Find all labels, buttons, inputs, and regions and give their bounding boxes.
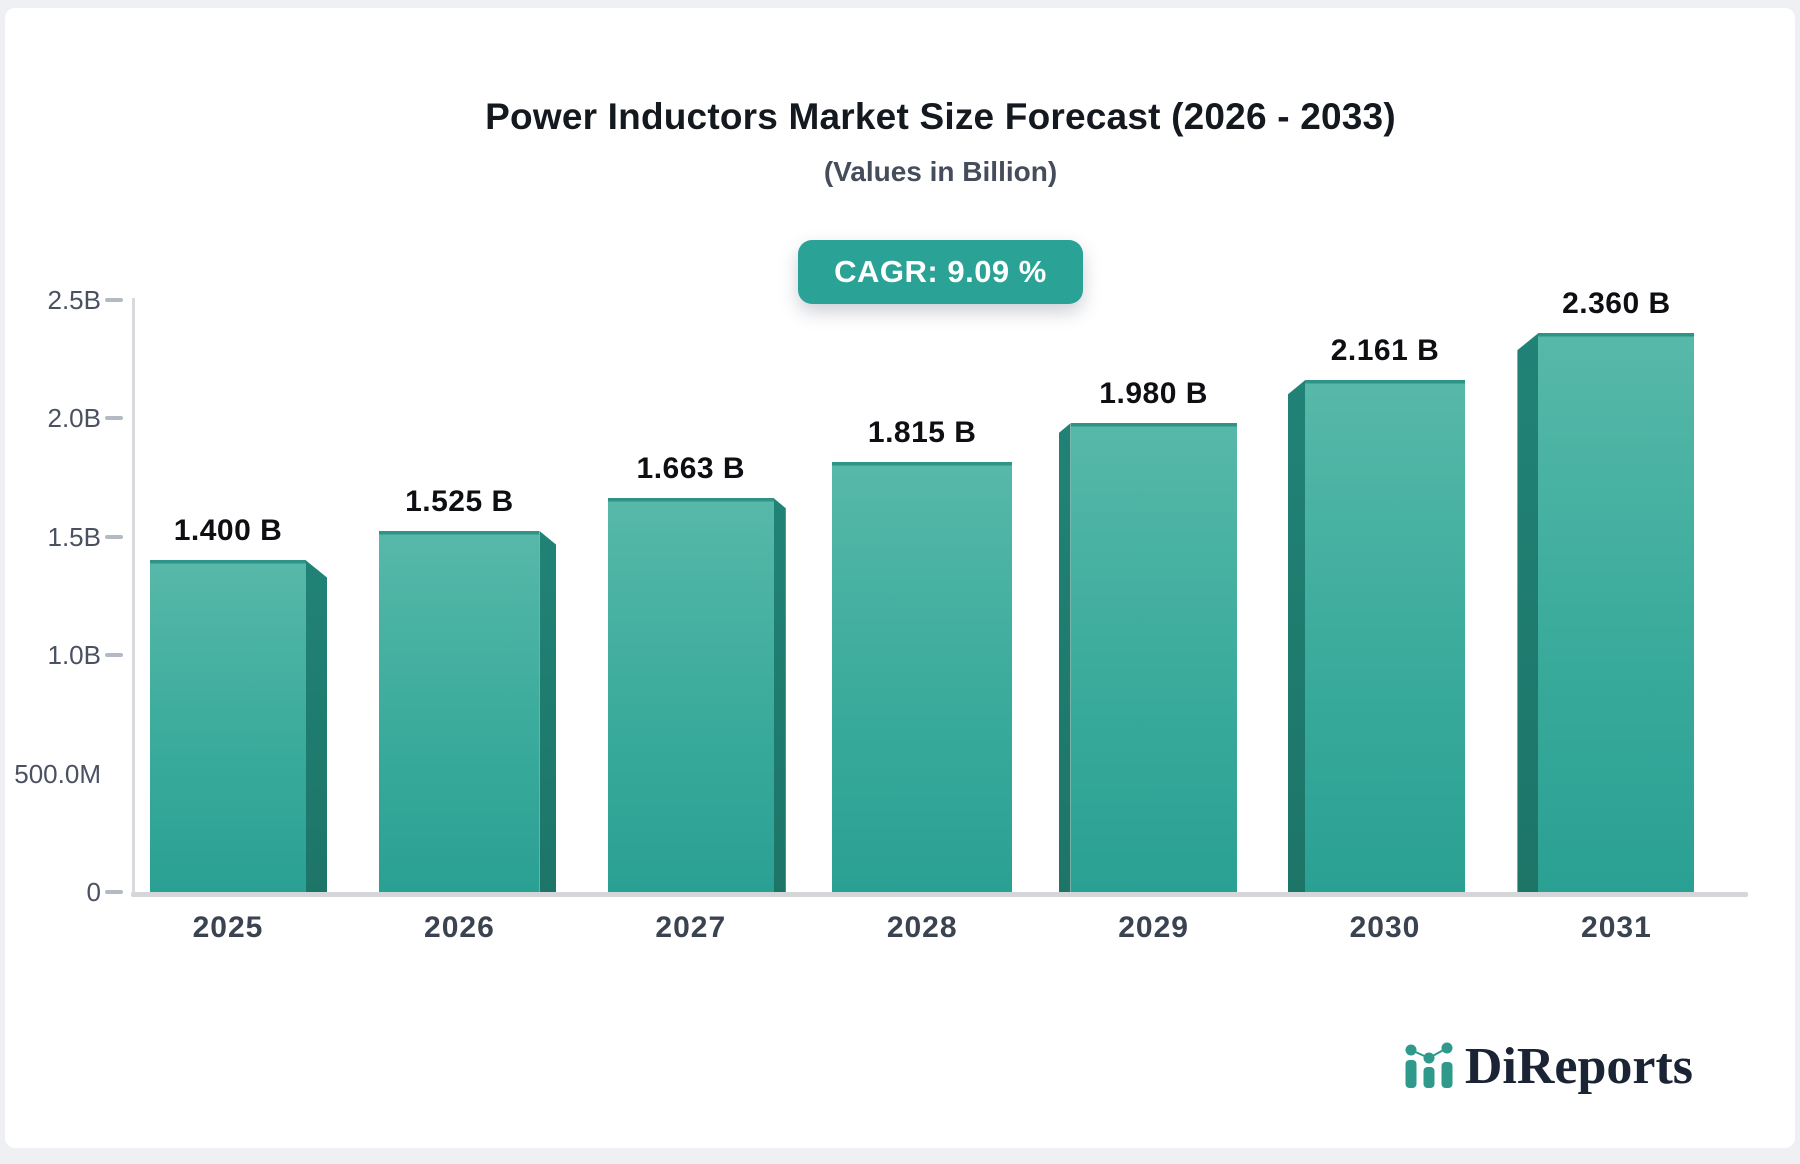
x-axis-label-2030: 2030 <box>1349 911 1421 944</box>
chart-header: Power Inductors Market Size Forecast (20… <box>133 8 1748 304</box>
bar-chart: 0 500.0M 1.0B 1.5B 2.0B 2.5B 1.400 B 2025 1.525 … <box>5 8 1800 1164</box>
chart-subtitle: (Values in Billion) <box>823 156 1058 187</box>
bar-value-label: 1.525 B <box>405 484 514 518</box>
x-axis-label-2026: 2026 <box>424 911 495 944</box>
bar-3d-side-2025 <box>306 560 327 892</box>
x-axis-baseline <box>131 892 1748 897</box>
bar-2030 <box>1305 380 1465 892</box>
bar-2028 <box>832 462 1013 892</box>
y-axis-tick-label: 1.5B <box>47 521 102 552</box>
x-axis-label-2028: 2028 <box>886 911 958 944</box>
y-axis-tick-mark <box>105 416 123 421</box>
y-axis-tick-label: 2.0B <box>47 403 102 434</box>
bar-value-label: 1.663 B <box>636 452 746 486</box>
logo-text: DiReports <box>1464 1038 1693 1095</box>
y-axis-tick-mark <box>105 298 123 302</box>
mini-bar-chart-icon <box>1403 1036 1459 1093</box>
bar-3d-side-2030 <box>1288 380 1305 892</box>
y-axis-tick-mark <box>105 653 123 658</box>
x-axis-label-2029: 2029 <box>1118 911 1189 944</box>
y-axis-tick-mark <box>105 534 123 539</box>
bar-value-label: 2.360 B <box>1562 287 1671 321</box>
y-axis-tick-label: 1.0B <box>47 640 102 671</box>
bar-2031 <box>1538 333 1695 892</box>
bar-value-label: 1.400 B <box>173 514 283 548</box>
cagr-badge: CAGR: 9.09 % <box>798 240 1083 304</box>
bar-2025 <box>150 560 306 892</box>
bar-value-label: 1.980 B <box>1099 377 1208 411</box>
x-axis-label-2025: 2025 <box>192 911 264 944</box>
y-axis-tick-label: 500.0M <box>14 758 101 789</box>
bar-2029 <box>1070 423 1237 892</box>
y-axis-tick-mark <box>105 890 123 894</box>
chart-title: Power Inductors Market Size Forecast (20… <box>485 96 1396 137</box>
chart-card: Power Inductors Market Size Forecast (20… <box>5 8 1795 1148</box>
bar-3d-side-2026 <box>539 530 557 892</box>
bar-value-label: 1.815 B <box>867 416 977 450</box>
x-axis-label-2027: 2027 <box>655 911 727 944</box>
bar-2026 <box>379 530 540 892</box>
bar-3d-side-2031 <box>1517 333 1539 892</box>
direports-logo: DiReports <box>1403 1036 1693 1093</box>
bar-value-label: 2.161 B <box>1330 334 1440 368</box>
y-axis-tick-label: 0 <box>86 877 101 907</box>
y-axis-tick-label: 2.5B <box>47 285 102 315</box>
bar-3d-side-2027 <box>773 498 786 892</box>
x-axis-label-2031: 2031 <box>1581 911 1652 944</box>
bar-2027 <box>607 498 774 892</box>
y-axis-line <box>131 298 135 892</box>
bar-3d-side-2029 <box>1058 423 1071 892</box>
